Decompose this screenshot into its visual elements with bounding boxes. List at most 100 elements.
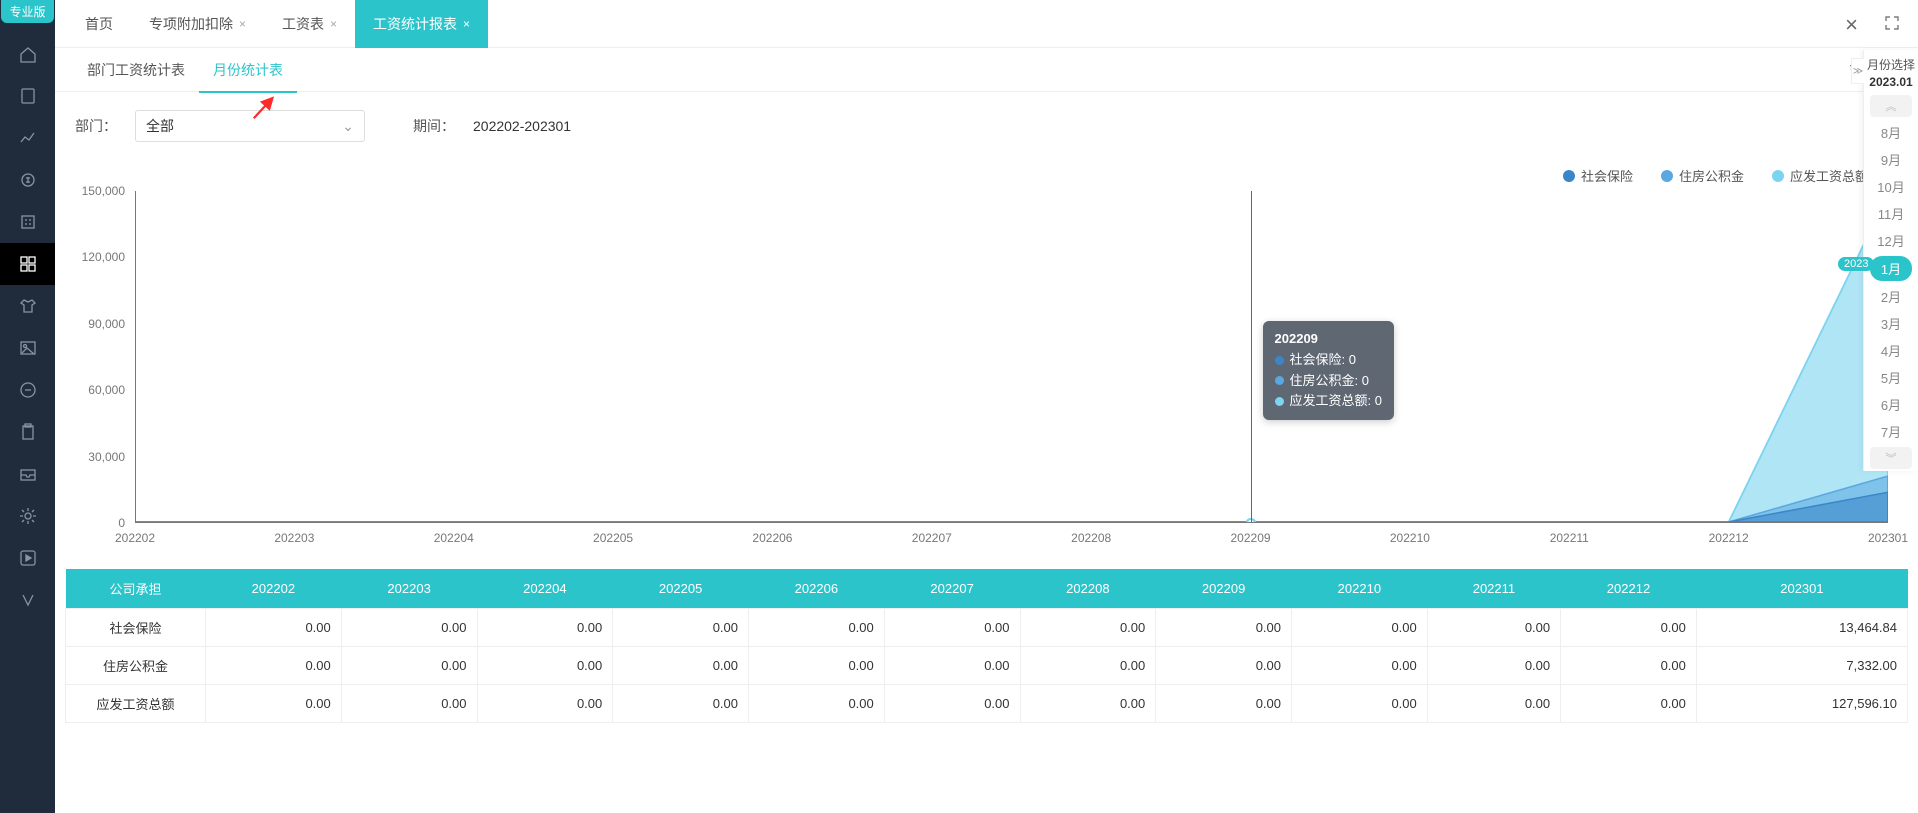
period-value: 202202-202301 — [473, 118, 571, 134]
x-tick: 202212 — [1709, 531, 1749, 545]
month-panel-selected: 2023.01 — [1864, 75, 1918, 93]
sidebar-item-doc[interactable] — [0, 75, 55, 117]
y-axis: 030,00060,00090,000120,000150,000 — [75, 191, 130, 523]
table-row-label: 住房公积金 — [66, 647, 206, 685]
month-item[interactable]: 3月 — [1864, 310, 1918, 337]
month-panel-collapse-icon[interactable]: ≫ — [1851, 58, 1864, 84]
month-item[interactable]: 7月 — [1864, 418, 1918, 445]
period-label: 期间： — [413, 116, 455, 136]
inbox-icon — [18, 464, 38, 484]
money-icon — [18, 170, 38, 190]
table-cell: 0.00 — [206, 685, 342, 723]
legend-item[interactable]: 社会保险 — [1563, 166, 1633, 185]
y-tick: 120,000 — [82, 250, 125, 264]
home-icon — [18, 44, 38, 64]
legend-label: 社会保险 — [1581, 166, 1633, 185]
table-header: 202205 — [613, 569, 749, 609]
sidebar-item-chart[interactable] — [0, 117, 55, 159]
year-badge: 2023 — [1838, 257, 1874, 271]
y-tick: 60,000 — [88, 383, 125, 397]
y-tick: 0 — [118, 516, 125, 530]
month-item[interactable]: 12月 — [1864, 227, 1918, 254]
legend-item[interactable]: 应发工资总额 — [1772, 166, 1868, 185]
tab-0[interactable]: 首页 — [67, 0, 131, 48]
table-cell: 0.00 — [1427, 609, 1560, 647]
legend-dot-icon — [1661, 170, 1673, 182]
table-header: 202211 — [1427, 569, 1560, 609]
sidebar-item-play[interactable] — [0, 537, 55, 579]
sidebar-item-money[interactable] — [0, 159, 55, 201]
tab-2[interactable]: 工资表 × — [264, 0, 355, 48]
close-all-tabs-icon[interactable]: × — [1845, 12, 1858, 38]
tooltip-row: 社会保险: 0 — [1275, 350, 1382, 371]
fullscreen-icon[interactable] — [1884, 15, 1900, 34]
x-tick: 202203 — [274, 531, 314, 545]
sidebar-item-shirt[interactable] — [0, 285, 55, 327]
table-cell: 0.00 — [206, 609, 342, 647]
x-tick: 202204 — [434, 531, 474, 545]
legend-dot-icon — [1563, 170, 1575, 182]
month-item[interactable]: 2月 — [1864, 283, 1918, 310]
table-row-label: 应发工资总额 — [66, 685, 206, 723]
x-tick: 202209 — [1231, 531, 1271, 545]
x-tick: 202210 — [1390, 531, 1430, 545]
month-item[interactable]: 10月 — [1864, 173, 1918, 200]
month-item[interactable]: 11月 — [1864, 200, 1918, 227]
sidebar-item-v[interactable] — [0, 579, 55, 621]
main: 首页专项附加扣除×工资表×工资统计报表× × 部门工资统计表月份统计表 ↻ 刷新… — [55, 0, 1918, 813]
sidebar-item-home[interactable] — [0, 33, 55, 75]
table-header: 202207 — [884, 569, 1020, 609]
x-tick: 202202 — [115, 531, 155, 545]
month-item[interactable]: 1月2023 — [1870, 256, 1912, 281]
sidebar-item-clipboard[interactable] — [0, 411, 55, 453]
sidebar-item-grid[interactable] — [0, 243, 55, 285]
table-cell: 0.00 — [341, 647, 477, 685]
table-cell: 0.00 — [613, 685, 749, 723]
month-item[interactable]: 4月 — [1864, 337, 1918, 364]
table-cell: 0.00 — [749, 647, 885, 685]
x-tick: 202211 — [1550, 531, 1589, 545]
image-icon — [18, 338, 38, 358]
table-cell: 13,464.84 — [1696, 609, 1907, 647]
tab-3[interactable]: 工资统计报表× — [355, 0, 488, 48]
clipboard-icon — [18, 422, 38, 442]
close-icon[interactable]: × — [239, 17, 246, 31]
table-cell: 0.00 — [1156, 685, 1292, 723]
tab-1[interactable]: 专项附加扣除× — [131, 0, 264, 48]
table-header: 202206 — [749, 569, 885, 609]
sidebar-item-etc[interactable] — [0, 369, 55, 411]
table-cell: 0.00 — [1561, 609, 1697, 647]
chart-highlight-line — [1251, 191, 1252, 522]
filters: 部门： 全部 ⌄ 期间： 202202-202301 — [55, 92, 1918, 150]
table-cell: 0.00 — [884, 647, 1020, 685]
close-icon[interactable]: × — [330, 17, 337, 31]
month-item[interactable]: 8月 — [1864, 119, 1918, 146]
sub-tab-1[interactable]: 月份统计表 — [199, 48, 297, 92]
table-cell: 0.00 — [477, 609, 613, 647]
sidebar-item-gear[interactable] — [0, 495, 55, 537]
dept-select[interactable]: 全部 ⌄ — [135, 110, 365, 142]
table-cell: 0.00 — [477, 685, 613, 723]
x-tick: 202205 — [593, 531, 633, 545]
legend-item[interactable]: 住房公积金 — [1661, 166, 1744, 185]
month-item[interactable]: 9月 — [1864, 146, 1918, 173]
sidebar-item-image[interactable] — [0, 327, 55, 369]
shirt-icon — [18, 296, 38, 316]
gear-icon — [18, 506, 38, 526]
table-cell: 0.00 — [1156, 647, 1292, 685]
building-icon — [18, 212, 38, 232]
tab-label: 工资表 — [282, 14, 324, 34]
tooltip-row: 住房公积金: 0 — [1275, 371, 1382, 392]
month-panel: ≫ 月份选择 2023.01 ︽ 8月9月10月11月12月1月20232月3月… — [1863, 50, 1918, 471]
table-cell: 0.00 — [1292, 685, 1428, 723]
month-next-icon[interactable]: ︾ — [1870, 447, 1912, 469]
close-icon[interactable]: × — [463, 17, 470, 31]
sidebar-item-inbox[interactable] — [0, 453, 55, 495]
table-header: 202202 — [206, 569, 342, 609]
month-item[interactable]: 5月 — [1864, 364, 1918, 391]
month-prev-icon[interactable]: ︽ — [1870, 95, 1912, 117]
sidebar-item-building[interactable] — [0, 201, 55, 243]
sub-tab-0[interactable]: 部门工资统计表 — [73, 48, 199, 92]
month-item[interactable]: 6月 — [1864, 391, 1918, 418]
sidebar: 专业版 — [0, 0, 55, 813]
